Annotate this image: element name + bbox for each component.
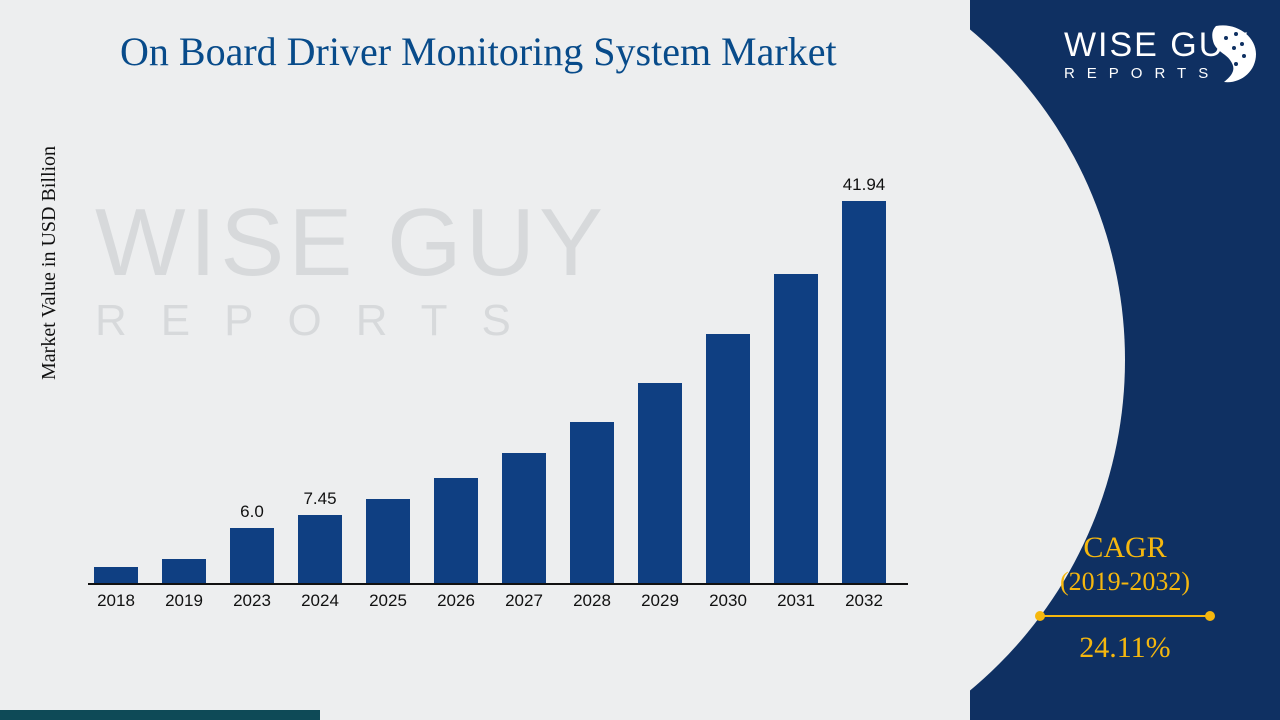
cagr-block: CAGR (2019-2032) 24.11% <box>1010 531 1240 665</box>
bottom-accent-strip <box>0 710 320 720</box>
brand-logo: WISE GUY REPORTS <box>1064 28 1250 82</box>
y-axis-label: Market Value in USD Billion <box>38 146 61 380</box>
bar <box>434 478 478 583</box>
bar <box>842 201 886 583</box>
cagr-range: (2019-2032) <box>1010 567 1240 597</box>
x-tick-label: 2019 <box>150 591 218 611</box>
x-tick-label: 2032 <box>830 591 898 611</box>
page-title: On Board Driver Monitoring System Market <box>120 28 880 75</box>
plot-area: 2018201920236.020247.4520252026202720282… <box>88 175 908 585</box>
bars-container: 2018201920236.020247.4520252026202720282… <box>88 173 908 583</box>
bar <box>162 559 206 583</box>
logo-head-icon <box>1206 24 1258 84</box>
logo-text-sub: REPORTS <box>1064 66 1220 81</box>
x-tick-label: 2031 <box>762 591 830 611</box>
x-tick-label: 2023 <box>218 591 286 611</box>
x-tick-label: 2025 <box>354 591 422 611</box>
x-tick-label: 2029 <box>626 591 694 611</box>
x-tick-label: 2030 <box>694 591 762 611</box>
bar <box>366 499 410 583</box>
bar <box>502 453 546 583</box>
cagr-value: 24.11% <box>1010 631 1240 665</box>
bar <box>298 515 342 583</box>
bar <box>570 422 614 583</box>
x-tick-label: 2026 <box>422 591 490 611</box>
x-tick-label: 2028 <box>558 591 626 611</box>
cagr-divider <box>1040 615 1210 617</box>
cagr-label: CAGR <box>1010 531 1240 565</box>
bar <box>774 274 818 583</box>
x-tick-label: 2018 <box>82 591 150 611</box>
bar-value-label: 41.94 <box>824 175 904 195</box>
x-tick-label: 2027 <box>490 591 558 611</box>
bar <box>94 567 138 583</box>
bar <box>230 528 274 583</box>
x-tick-label: 2024 <box>286 591 354 611</box>
bar-value-label: 7.45 <box>280 489 360 509</box>
bar <box>638 383 682 583</box>
market-bar-chart: Market Value in USD Billion 201820192023… <box>88 175 908 615</box>
bar <box>706 334 750 583</box>
